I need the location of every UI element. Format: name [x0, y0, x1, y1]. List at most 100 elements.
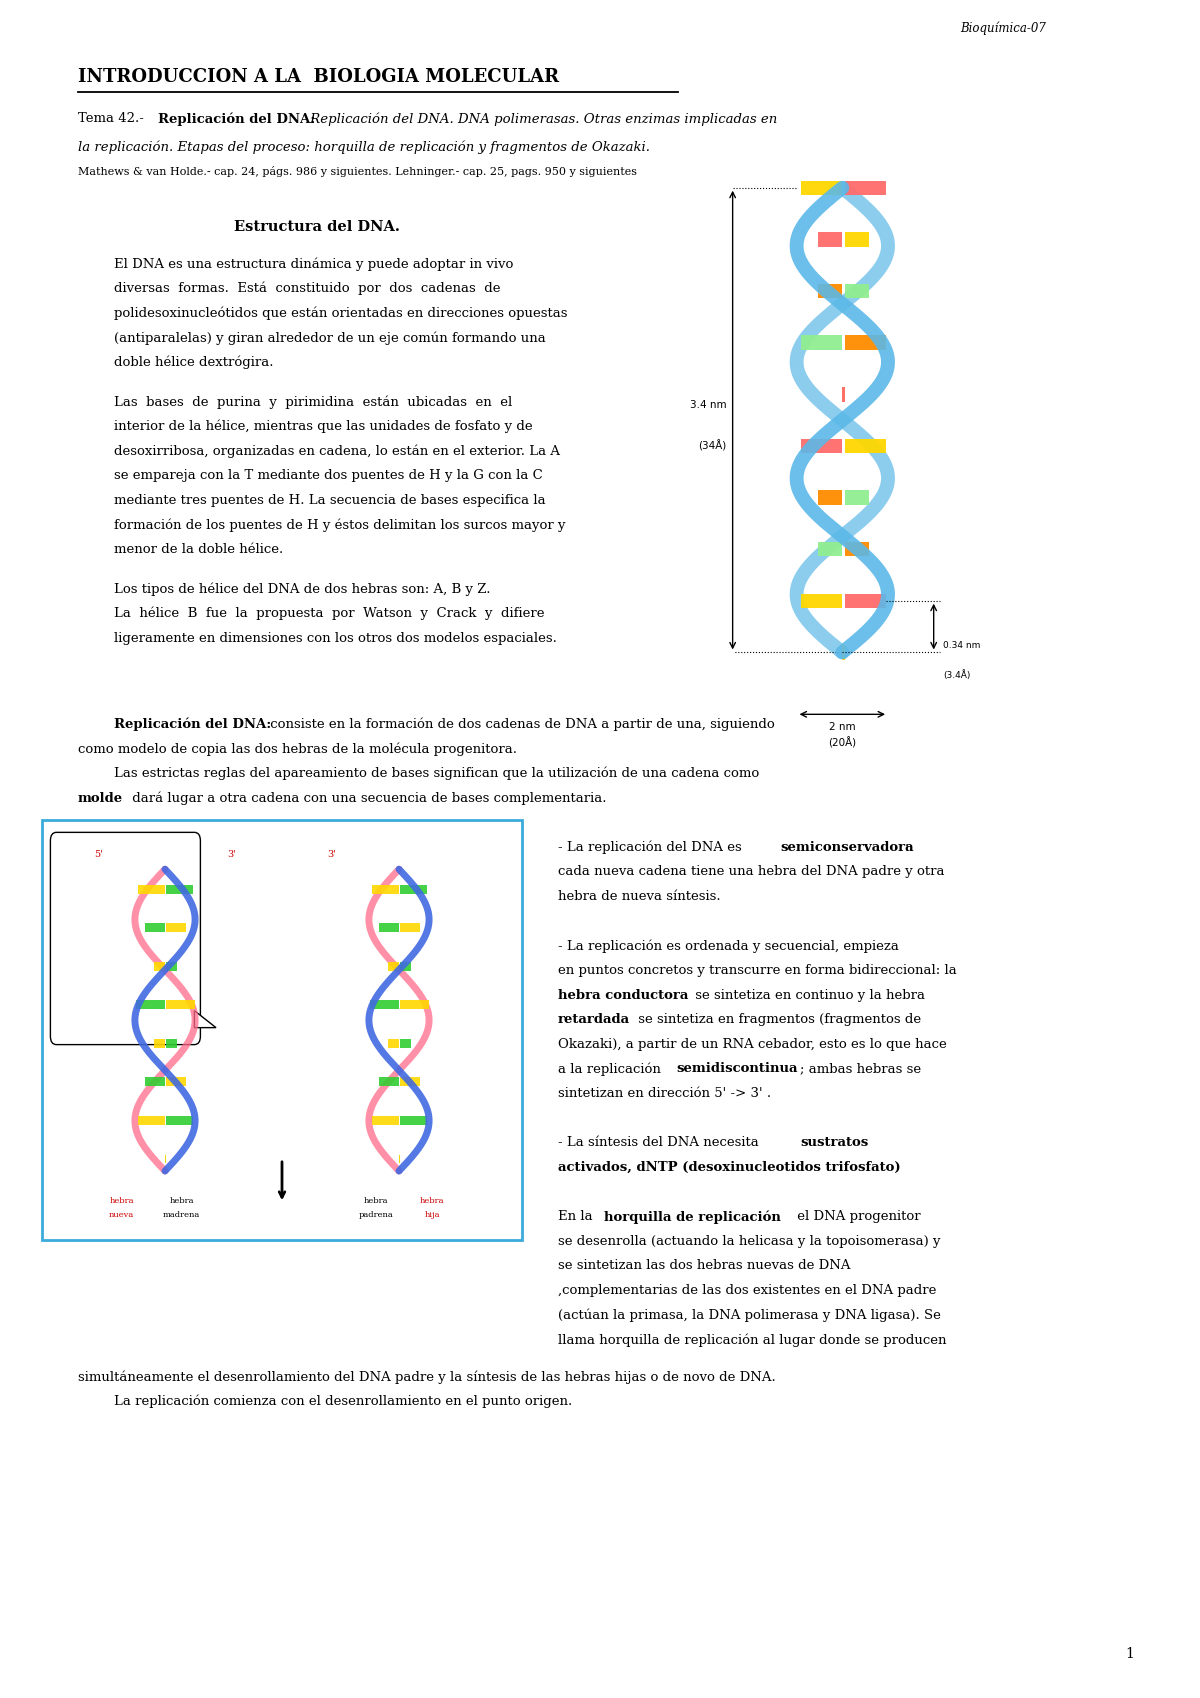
Bar — [400, 924, 420, 932]
Bar — [845, 491, 869, 504]
Text: dará lugar a otra cadena con una secuencia de bases complementaria.: dará lugar a otra cadena con una secuenc… — [128, 791, 607, 805]
Text: La replicación: La replicación — [86, 857, 164, 868]
Text: (antiparalelas) y giran alrededor de un eje común formando una: (antiparalelas) y giran alrededor de un … — [114, 331, 546, 345]
Bar — [818, 233, 842, 246]
Bar — [802, 438, 842, 453]
Bar — [372, 1116, 398, 1124]
Bar — [379, 1078, 398, 1087]
Text: como modelo de copia las dos hebras de la molécula progenitora.: como modelo de copia las dos hebras de l… — [78, 742, 517, 756]
Text: molde: molde — [78, 791, 124, 805]
Text: INTRODUCCION A LA  BIOLOGIA MOLECULAR: INTRODUCCION A LA BIOLOGIA MOLECULAR — [78, 68, 559, 87]
Bar — [400, 1078, 420, 1087]
Bar — [138, 885, 164, 893]
Bar — [842, 645, 845, 659]
Text: semidiscontinua: semidiscontinua — [677, 1063, 798, 1075]
Bar — [845, 284, 869, 299]
Bar — [842, 387, 845, 401]
Text: 0.34 nm: 0.34 nm — [943, 640, 980, 650]
Text: llama horquilla de replicación al lugar donde se producen: llama horquilla de replicación al lugar … — [558, 1333, 947, 1347]
Text: hélice: hélice — [109, 993, 142, 1004]
Bar — [842, 387, 845, 401]
Bar — [166, 1000, 196, 1009]
Text: menor de la doble hélice.: menor de la doble hélice. — [114, 543, 283, 555]
Bar — [145, 1078, 166, 1087]
Text: hebra: hebra — [364, 1197, 388, 1206]
Text: nueva: nueva — [109, 1211, 134, 1219]
Text: padrena: padrena — [359, 1211, 392, 1219]
Text: coherente con el: coherente con el — [80, 939, 170, 949]
Text: semiconservadora: semiconservadora — [76, 885, 175, 895]
Text: del DNA es: del DNA es — [95, 912, 156, 922]
Text: 5': 5' — [94, 851, 102, 859]
Text: polidesoxinucleótidos que están orientadas en direcciones opuestas: polidesoxinucleótidos que están orientad… — [114, 307, 568, 321]
Text: Replicación del DNA:: Replicación del DNA: — [158, 112, 316, 126]
Bar — [166, 1039, 176, 1048]
Text: (3.4Å): (3.4Å) — [943, 671, 971, 681]
Text: hebra de nueva síntesis.: hebra de nueva síntesis. — [558, 890, 721, 903]
Text: cada nueva cadena tiene una hebra del DNA padre y otra: cada nueva cadena tiene una hebra del DN… — [558, 866, 944, 878]
Text: Las  bases  de  purina  y  pirimidina  están  ubicadas  en  el: Las bases de purina y pirimidina están u… — [114, 396, 512, 409]
Bar — [136, 1000, 164, 1009]
Text: - La replicación del DNA es: - La replicación del DNA es — [558, 841, 746, 854]
Text: hija: hija — [425, 1211, 440, 1219]
Bar — [370, 1000, 398, 1009]
Text: Bioquímica-07: Bioquímica-07 — [960, 22, 1046, 34]
Text: Replicación del DNA:: Replicación del DNA: — [114, 718, 271, 732]
Bar — [400, 1039, 410, 1048]
Text: consiste en la formación de dos cadenas de DNA a partir de una, siguiendo: consiste en la formación de dos cadenas … — [266, 718, 775, 732]
Text: 3': 3' — [227, 851, 236, 859]
Text: hebra conductora: hebra conductora — [558, 988, 689, 1002]
Text: sintetizan en dirección 5' -> 3' .: sintetizan en dirección 5' -> 3' . — [558, 1087, 772, 1100]
Bar — [400, 885, 427, 893]
Text: :: : — [905, 841, 910, 854]
Text: se empareja con la T mediante dos puentes de H y la G con la C: se empareja con la T mediante dos puente… — [114, 469, 542, 482]
Bar — [400, 963, 410, 971]
Text: mediante tres puentes de H. La secuencia de bases especifica la: mediante tres puentes de H. La secuencia… — [114, 494, 546, 506]
Bar — [155, 1039, 164, 1048]
Text: Los tipos de hélice del DNA de dos hebras son: A, B y Z.: Los tipos de hélice del DNA de dos hebra… — [114, 582, 491, 596]
Bar — [166, 924, 186, 932]
Text: ,complementarias de las dos existentes en el DNA padre: ,complementarias de las dos existentes e… — [558, 1284, 936, 1297]
Text: la replicación. Etapas del proceso: horquilla de replicación y fragmentos de Oka: la replicación. Etapas del proceso: horq… — [78, 141, 650, 155]
Bar — [802, 594, 842, 608]
Text: a la replicación: a la replicación — [558, 1063, 665, 1077]
Polygon shape — [194, 1010, 216, 1027]
Bar — [166, 1116, 193, 1124]
Text: doble hélice dextrógira.: doble hélice dextrógira. — [114, 357, 274, 370]
Text: 1: 1 — [1126, 1647, 1134, 1661]
Text: Mathews & van Holde.- cap. 24, págs. 986 y siguientes. Lehninger.- cap. 25, pags: Mathews & van Holde.- cap. 24, págs. 986… — [78, 166, 637, 177]
Text: sustratos: sustratos — [800, 1136, 869, 1150]
Text: La  hélice  B  fue  la  propuesta  por  Watson  y  Crack  y  difiere: La hélice B fue la propuesta por Watson … — [114, 606, 545, 620]
Text: (20Å): (20Å) — [828, 737, 857, 749]
FancyBboxPatch shape — [50, 832, 200, 1044]
Text: ; ambas hebras se: ; ambas hebras se — [800, 1063, 922, 1075]
Text: - La replicación es ordenada y secuencial, empieza: - La replicación es ordenada y secuencia… — [558, 939, 899, 953]
Text: ligeramente en dimensiones con los otros dos modelos espaciales.: ligeramente en dimensiones con los otros… — [114, 632, 557, 645]
Text: en puntos concretos y transcurre en forma bidireccional: la: en puntos concretos y transcurre en form… — [558, 964, 956, 976]
Text: se desenrolla (actuando la helicasa y la topoisomerasa) y: se desenrolla (actuando la helicasa y la… — [558, 1234, 941, 1248]
Text: (actúan la primasa, la DNA polimerasa y DNA ligasa). Se: (actúan la primasa, la DNA polimerasa y … — [558, 1309, 941, 1323]
Text: - La síntesis del DNA necesita: - La síntesis del DNA necesita — [558, 1136, 763, 1150]
FancyBboxPatch shape — [42, 820, 522, 1240]
Bar — [845, 542, 869, 557]
Text: hebra: hebra — [109, 1197, 133, 1206]
Text: 3': 3' — [328, 851, 337, 859]
Bar — [802, 180, 842, 195]
Bar — [818, 542, 842, 557]
Bar — [145, 924, 164, 932]
Text: En la: En la — [558, 1211, 596, 1223]
Bar — [845, 594, 886, 608]
Text: se sintetizan las dos hebras nuevas de DNA: se sintetizan las dos hebras nuevas de D… — [558, 1260, 851, 1272]
Text: 2 nm: 2 nm — [829, 722, 856, 732]
Bar — [845, 233, 869, 246]
Text: Replicación del DNA. DNA polimerasas. Otras enzimas implicadas en: Replicación del DNA. DNA polimerasas. Ot… — [306, 112, 778, 126]
Text: Las estrictas reglas del apareamiento de bases significan que la utilización de : Las estrictas reglas del apareamiento de… — [114, 767, 760, 781]
Text: desoxirribosa, organizadas en cadena, lo están en el exterior. La A: desoxirribosa, organizadas en cadena, lo… — [114, 445, 560, 458]
Text: madrena: madrena — [163, 1211, 200, 1219]
Bar — [845, 438, 886, 453]
Text: se sintetiza en fragmentos (fragmentos de: se sintetiza en fragmentos (fragmentos d… — [634, 1014, 920, 1026]
Text: Okazaki), a partir de un RNA cebador, esto es lo que hace: Okazaki), a partir de un RNA cebador, es… — [558, 1037, 947, 1051]
Text: modelo de doble: modelo de doble — [80, 966, 170, 976]
Text: hebra: hebra — [169, 1197, 194, 1206]
Bar — [166, 885, 193, 893]
